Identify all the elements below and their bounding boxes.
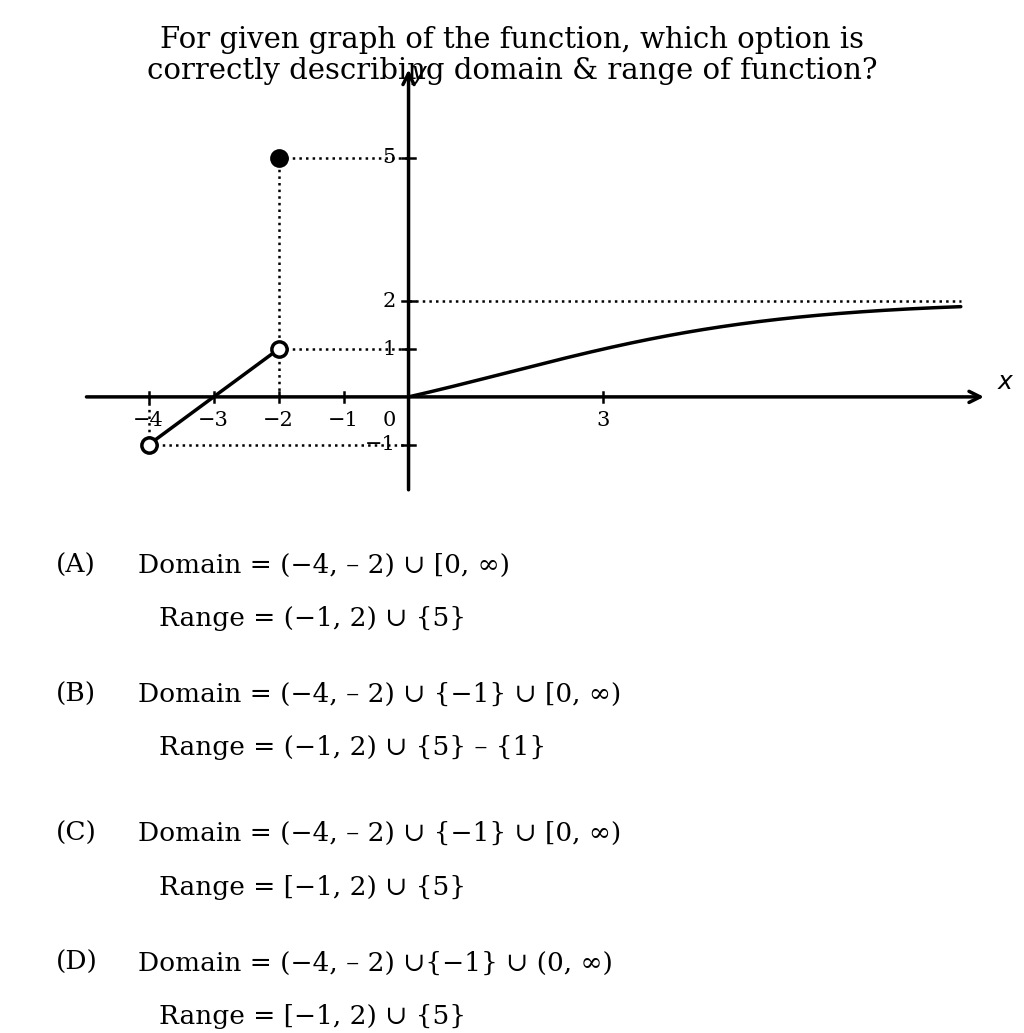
Text: 0: 0 [382,411,395,430]
Text: $x$: $x$ [996,372,1014,395]
Text: −2: −2 [263,411,294,430]
Text: Range = (−1, 2) ∪ {5}: Range = (−1, 2) ∪ {5} [159,606,466,631]
Text: (B): (B) [56,682,96,707]
Text: Range = [−1, 2) ∪ {5}: Range = [−1, 2) ∪ {5} [159,875,466,900]
Text: correctly describing domain & range of function?: correctly describing domain & range of f… [146,57,878,85]
Text: (D): (D) [56,950,98,975]
Text: −1: −1 [365,435,395,455]
Text: Domain = (−4, – 2) ∪ {−1} ∪ [0, ∞): Domain = (−4, – 2) ∪ {−1} ∪ [0, ∞) [138,682,622,707]
Text: Domain = (−4, – 2) ∪{−1} ∪ (0, ∞): Domain = (−4, – 2) ∪{−1} ∪ (0, ∞) [138,950,613,975]
Text: Range = (−1, 2) ∪ {5} – {1}: Range = (−1, 2) ∪ {5} – {1} [159,735,546,760]
Text: 1: 1 [382,340,395,358]
Text: Domain = (−4, – 2) ∪ {−1} ∪ [0, ∞): Domain = (−4, – 2) ∪ {−1} ∪ [0, ∞) [138,821,622,846]
Text: (C): (C) [56,821,97,846]
Text: $y$: $y$ [412,64,429,88]
Text: −1: −1 [328,411,359,430]
Text: 3: 3 [597,411,610,430]
Text: Range = [−1, 2) ∪ {5}: Range = [−1, 2) ∪ {5} [159,1004,466,1029]
Text: 5: 5 [382,148,395,167]
Text: −3: −3 [199,411,229,430]
Text: 2: 2 [382,291,395,311]
Text: For given graph of the function, which option is: For given graph of the function, which o… [160,26,864,54]
Text: Domain = (−4, – 2) ∪ [0, ∞): Domain = (−4, – 2) ∪ [0, ∞) [138,553,510,577]
Text: (A): (A) [56,553,96,577]
Text: −4: −4 [133,411,164,430]
